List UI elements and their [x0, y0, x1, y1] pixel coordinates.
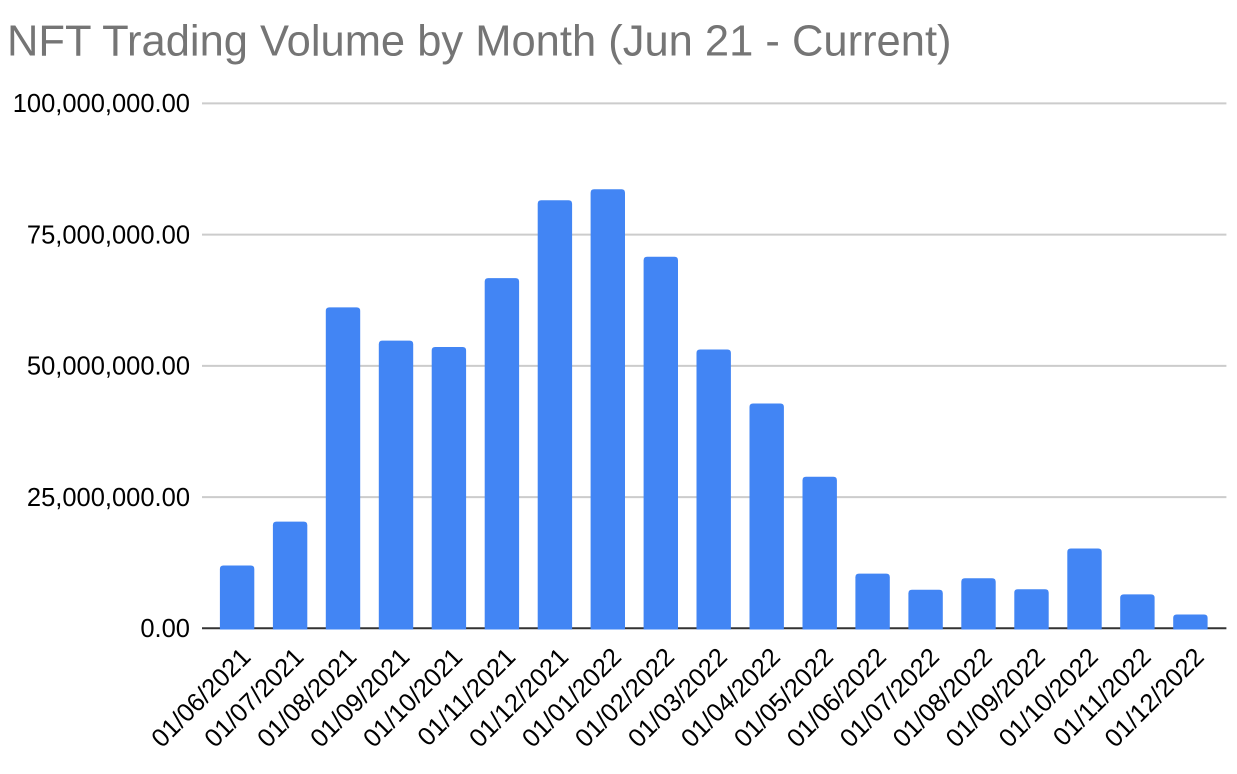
svg-text:50,000,000.00: 50,000,000.00 — [27, 353, 190, 381]
svg-text:75,000,000.00: 75,000,000.00 — [27, 221, 190, 249]
svg-text:NFT Trading Volume by Month (J: NFT Trading Volume by Month (Jun 21 - Cu… — [7, 17, 952, 65]
svg-text:25,000,000.00: 25,000,000.00 — [27, 484, 190, 512]
svg-text:0.00: 0.00 — [140, 615, 190, 643]
svg-text:100,000,000.00: 100,000,000.00 — [13, 90, 190, 118]
